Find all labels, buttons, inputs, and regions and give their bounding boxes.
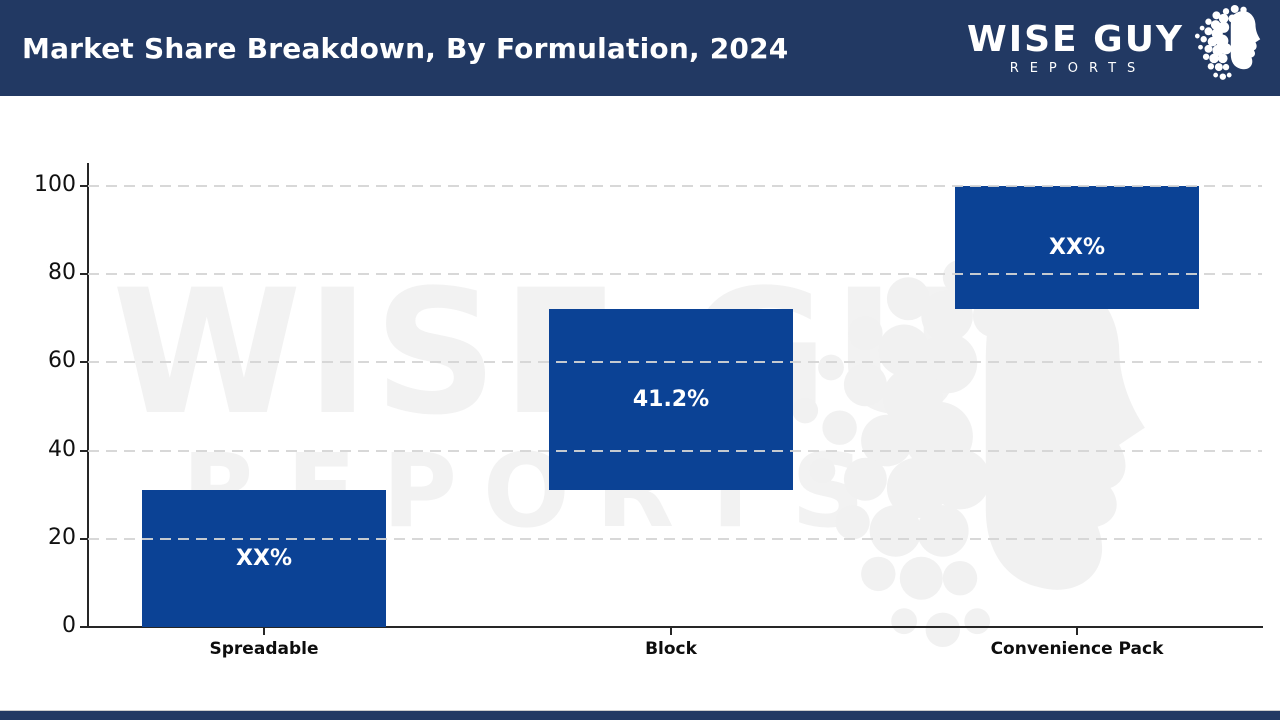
- bar-value-label: 41.2%: [632, 386, 710, 412]
- logo-wordmark: WISE GUY: [966, 18, 1184, 60]
- x-axis-label-spreadable: Spreadable: [209, 639, 319, 659]
- y-tick-mark: [80, 361, 88, 364]
- x-axis-label-convenience-pack: Convenience Pack: [990, 639, 1164, 659]
- gridline: [88, 537, 1262, 540]
- header-bar: Market Share Breakdown, By Formulation, …: [0, 0, 1280, 96]
- y-axis-tick-label: 40: [48, 436, 76, 462]
- y-axis-tick-label: 80: [48, 260, 76, 286]
- bar-convenience-pack: XX%: [955, 186, 1199, 309]
- wise-guy-reports-logo: WISE GUY REPORTS: [967, 5, 1266, 91]
- page-title: Market Share Breakdown, By Formulation, …: [22, 31, 789, 65]
- y-axis-line: [87, 163, 89, 628]
- x-tick-mark: [263, 628, 265, 635]
- y-tick-mark: [80, 537, 88, 540]
- gridline: [88, 273, 1262, 276]
- y-axis-tick-label: 100: [34, 172, 76, 197]
- logo-subtitle: REPORTS: [1009, 60, 1147, 76]
- bar-spreadable: XX%: [142, 490, 386, 627]
- y-tick-mark: [80, 449, 88, 452]
- y-tick-mark: [80, 185, 88, 187]
- bar-value-label: XX%: [236, 546, 292, 572]
- logo-text: WISE GUY REPORTS: [966, 18, 1184, 76]
- gridline: [88, 185, 1262, 187]
- x-tick-mark: [670, 628, 672, 635]
- x-axis-line: [87, 626, 1263, 628]
- head-silhouette-icon: [1194, 5, 1261, 80]
- footer-bar: [0, 710, 1280, 720]
- gridline: [88, 449, 1262, 452]
- y-tick-mark: [80, 626, 88, 628]
- y-axis-tick-label: 20: [48, 524, 76, 550]
- x-axis-label-block: Block: [645, 639, 697, 659]
- y-tick-mark: [80, 273, 88, 276]
- y-axis-tick-label: 60: [48, 348, 76, 374]
- y-axis-tick-label: 0: [62, 613, 76, 638]
- gridline: [88, 361, 1262, 364]
- x-tick-mark: [1076, 628, 1078, 635]
- bar-value-label: XX%: [1049, 234, 1105, 260]
- bar-block: 41.2%: [549, 308, 793, 491]
